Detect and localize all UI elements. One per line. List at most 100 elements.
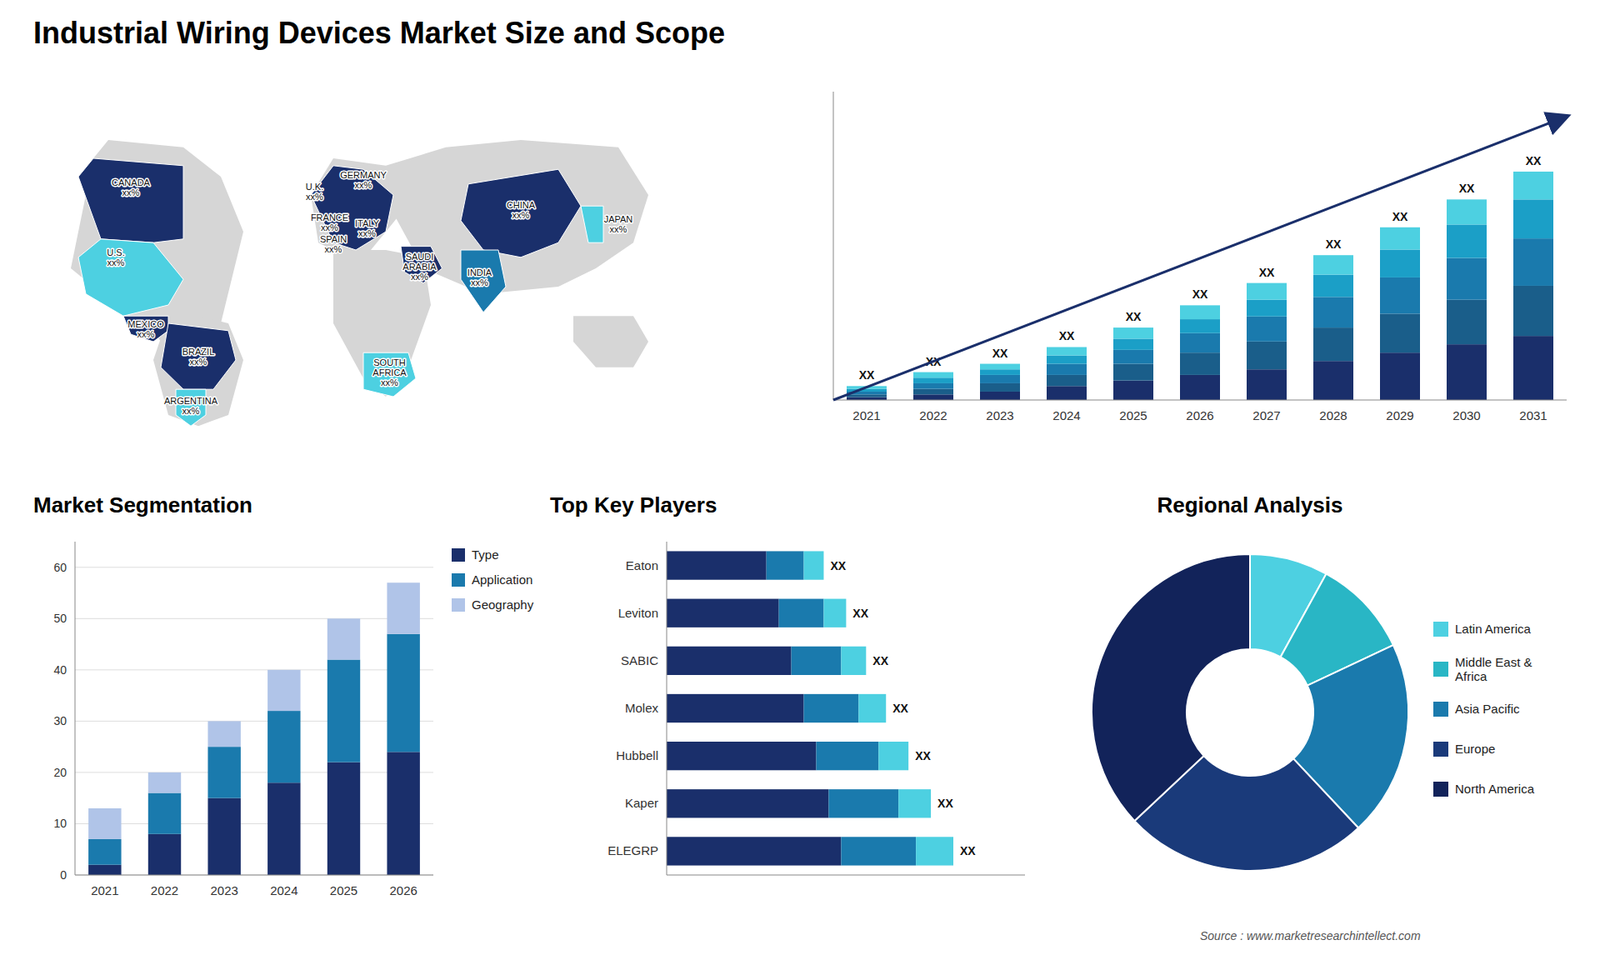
grid-line	[75, 566, 434, 568]
bar-segment	[828, 789, 899, 818]
bar-segment	[386, 582, 420, 635]
x-tick-label: 2027	[1252, 408, 1280, 423]
bar-segment	[267, 710, 300, 783]
legend-swatch	[1433, 781, 1449, 797]
bar-annotation: XX	[1392, 210, 1409, 224]
x-tick-label: 2023	[210, 883, 238, 898]
bar-segment	[1513, 199, 1554, 239]
bar-segment	[666, 836, 841, 865]
x-tick-label: 2029	[1385, 408, 1414, 423]
bar-segment	[846, 397, 887, 400]
bar-segment	[1313, 275, 1354, 298]
text-line: xx%	[305, 191, 324, 202]
bar-segment	[666, 741, 816, 770]
bar-segment	[846, 394, 887, 397]
country-label: INDIAxx%	[467, 267, 493, 288]
text-line: xx%	[320, 222, 339, 233]
y-tick-label: 30	[53, 714, 67, 728]
text-line: Middle East &	[1455, 655, 1533, 670]
text-line: Latin America	[1455, 621, 1532, 636]
bar-annotation: XX	[852, 606, 869, 620]
country-label: ARGENTINAxx%	[164, 395, 219, 416]
bar-segment	[1046, 364, 1087, 375]
bar-segment	[1046, 375, 1087, 386]
chart-title: Regional Analysis	[1157, 492, 1344, 518]
text-line: xx%	[107, 257, 125, 268]
country-region	[78, 239, 184, 316]
bar-segment	[779, 599, 825, 628]
continent	[153, 315, 244, 426]
x-tick-label: 2031	[1519, 408, 1547, 423]
text-line: SOUTH	[373, 357, 406, 368]
bar-segment	[267, 782, 300, 875]
bar-segment	[666, 550, 767, 580]
legend-swatch	[451, 598, 465, 612]
x-tick-label: 2021	[852, 408, 880, 423]
x-tick-label: 2022	[919, 408, 947, 423]
bar-segment	[898, 789, 931, 818]
text-line: xx%	[380, 377, 399, 388]
bar-annotation: XX	[1125, 310, 1142, 324]
text-line: xx%	[470, 277, 489, 288]
bar-segment	[1246, 316, 1287, 342]
text-line: U.S.	[106, 247, 125, 258]
legend-swatch	[1433, 741, 1449, 757]
bar-segment	[1113, 327, 1154, 339]
bar-segment	[1313, 296, 1354, 328]
bar-segment	[88, 865, 121, 875]
continent	[385, 140, 649, 295]
text-line: xx%	[137, 329, 155, 340]
chart-title: Market Segmentation	[33, 492, 253, 518]
bar-segment	[980, 369, 1020, 375]
bars	[666, 550, 954, 865]
bar-annotation: XX	[830, 559, 846, 573]
country-region	[160, 323, 236, 390]
country-region	[460, 169, 581, 258]
bar-segment	[1513, 238, 1554, 286]
bar-segment	[1513, 335, 1554, 400]
text-line: xx%	[355, 180, 373, 190]
donut-slice	[1091, 554, 1250, 821]
country-region	[310, 165, 394, 250]
x-tick-label: 2030	[1452, 408, 1480, 423]
bar-segment	[791, 646, 842, 675]
country-label: SPAINxx%	[320, 234, 347, 255]
map: U.S.xx%CANADAxx%MEXICOxx%BRAZILxx%ARGENT…	[70, 140, 649, 426]
text-line: North America	[1455, 781, 1535, 796]
text-line: BRAZIL	[182, 346, 215, 357]
country-region	[400, 246, 443, 284]
bar-segment	[1446, 300, 1487, 345]
donut-chart: Regional Analysis Latin America Middle Eas…	[1091, 492, 1535, 943]
country-region	[123, 315, 169, 342]
bar-segment	[1313, 255, 1354, 275]
bar-segment	[1113, 380, 1154, 400]
continent	[333, 250, 431, 397]
country-region	[363, 352, 416, 397]
x-axis-line	[833, 400, 1567, 401]
bar-segment	[1380, 313, 1420, 353]
main-title: Industrial Wiring Devices Market Size an…	[33, 15, 725, 50]
continent	[573, 315, 649, 368]
bar-segment	[327, 762, 360, 875]
bars	[846, 171, 1554, 400]
bar-segment	[1513, 285, 1554, 336]
legend-swatch	[451, 573, 465, 587]
country-label: CANADAxx%	[111, 177, 151, 198]
bar-segment	[840, 646, 866, 675]
country-region	[175, 389, 206, 426]
bar-segment	[913, 377, 954, 384]
grid-line	[75, 875, 434, 876]
y-axis-line	[833, 91, 835, 400]
text-line: xx%	[512, 210, 530, 220]
bar-chart: 2021202220232024202520262027202820292030…	[833, 91, 1567, 423]
bar-annotation: XX	[992, 346, 1009, 360]
y-tick-label: ELEGRP	[607, 843, 659, 858]
bar-segment	[666, 646, 792, 675]
bar-segment	[1180, 375, 1220, 400]
legend-swatch	[1433, 621, 1449, 637]
text-line: AFRICA	[372, 367, 407, 378]
bar-segment	[980, 364, 1020, 370]
legend-label: Type	[471, 547, 500, 562]
bar-annotation: XX	[1259, 265, 1275, 280]
country-label: U.K.xx%	[305, 181, 324, 202]
